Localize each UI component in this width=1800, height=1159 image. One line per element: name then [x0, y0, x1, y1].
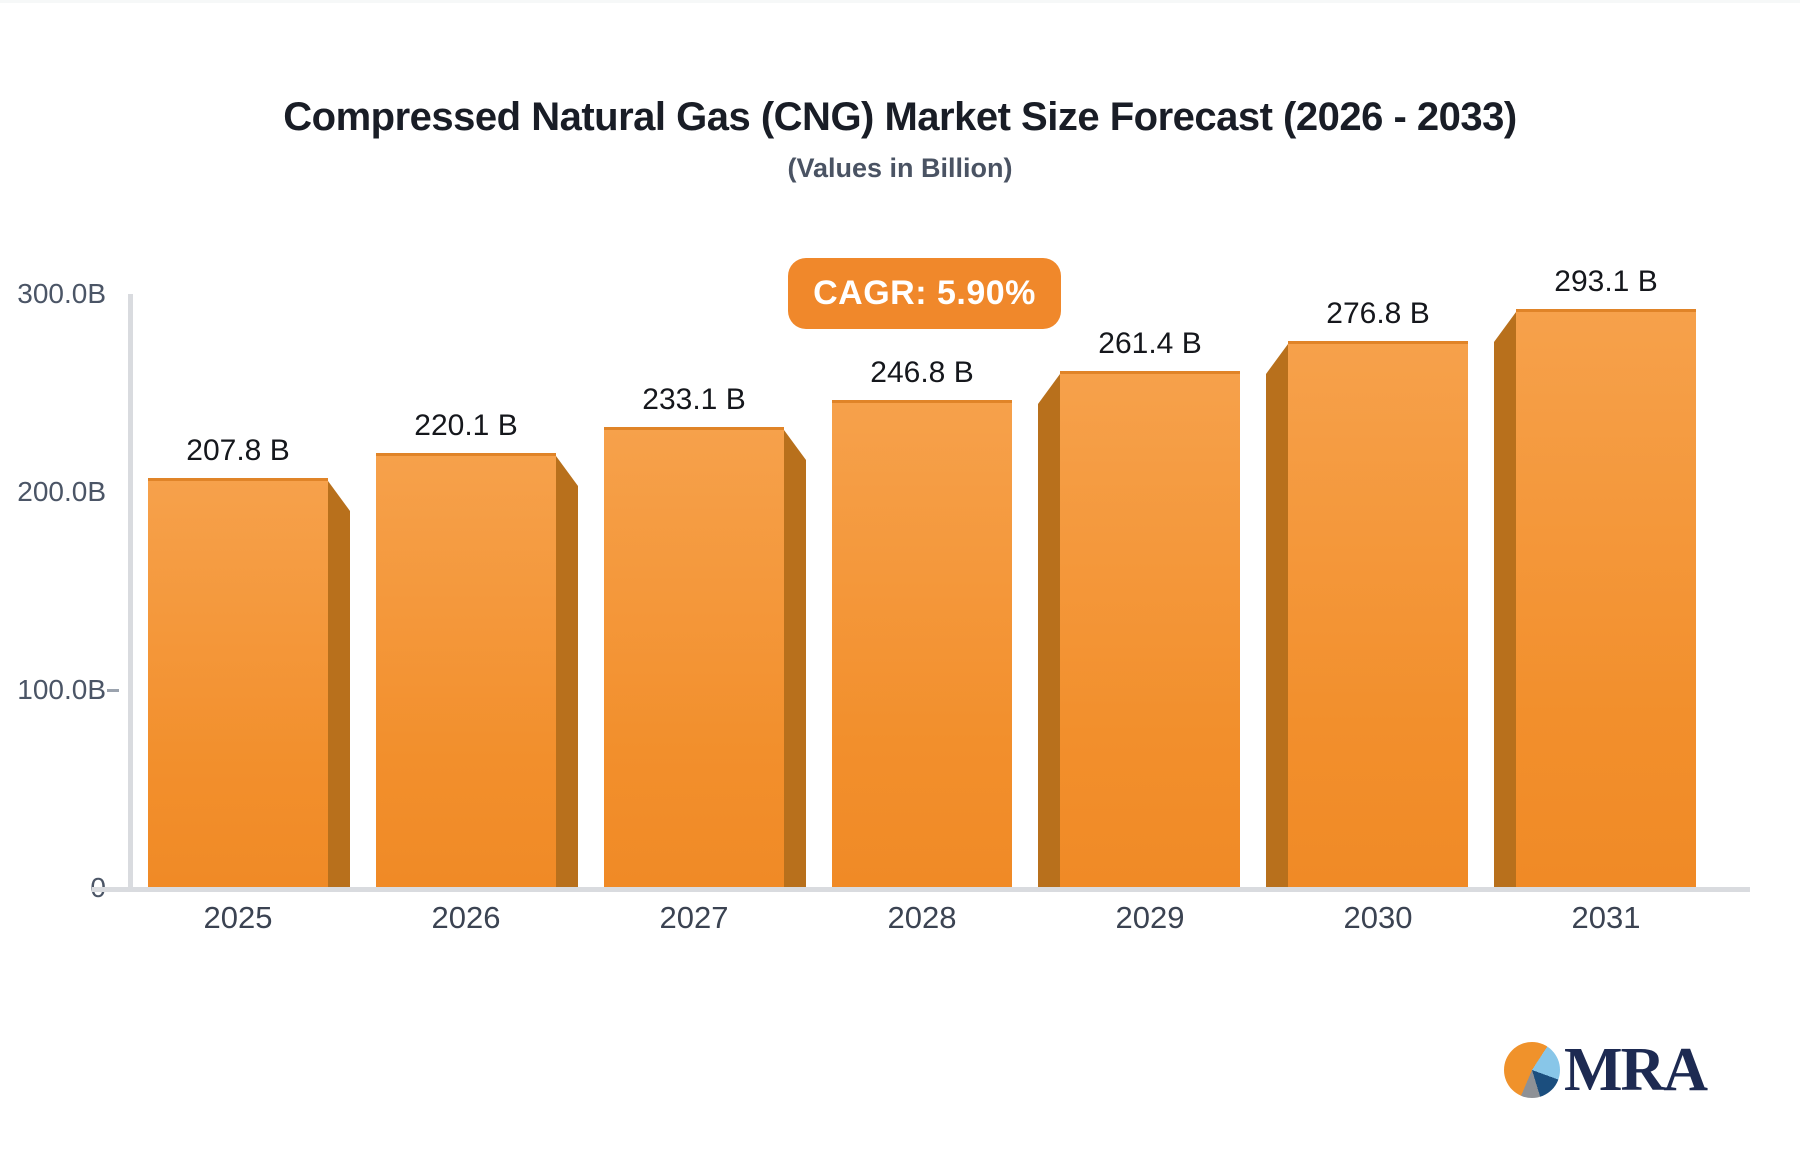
x-tick-label-2026: 2026: [431, 900, 501, 935]
mra-logo: MRA: [1504, 1036, 1708, 1104]
x-tick-label-2030: 2030: [1343, 900, 1413, 935]
cagr-badge: CAGR: 5.90%: [788, 258, 1061, 329]
bar-3d-side-face: [328, 481, 350, 889]
bar-2031: 293.1 B: [1494, 265, 1696, 889]
bar-2026: 220.1 B: [376, 409, 578, 889]
cagr-badge-label: CAGR: 5.90%: [813, 274, 1036, 312]
bar-2025: 207.8 B: [148, 434, 350, 889]
bar-2028: 246.8 B: [832, 356, 1012, 889]
y-tick-label: 0: [0, 872, 106, 904]
bar-3d-side-face: [1038, 374, 1060, 889]
x-tick-label-2029: 2029: [1115, 900, 1185, 935]
y-tick-dash: [107, 689, 119, 692]
bar-3d-side-face: [556, 456, 578, 889]
bar-value-label: 207.8 B: [186, 434, 290, 467]
chart-subtitle: (Values in Billion): [787, 153, 1013, 183]
x-tick-label-2025: 2025: [203, 900, 273, 935]
bar-3d-side-face: [784, 430, 806, 889]
y-tick-label: 100.0B: [17, 674, 106, 705]
x-axis-baseline: [92, 887, 1750, 892]
bar-value-label: 220.1 B: [414, 409, 518, 442]
bar-value-label: 261.4 B: [1098, 327, 1202, 360]
x-tick-label-2027: 2027: [659, 900, 729, 935]
bar-2030: 276.8 B: [1266, 297, 1468, 889]
bar-value-label: 233.1 B: [642, 383, 746, 416]
bar-value-label: 246.8 B: [870, 356, 974, 389]
y-tick-label: 300.0B: [17, 278, 106, 309]
bar-3d-side-face: [1494, 312, 1516, 889]
x-tick-label-2031: 2031: [1571, 900, 1641, 935]
chart-title: Compressed Natural Gas (CNG) Market Size…: [283, 95, 1517, 139]
bar-2029: 261.4 B: [1038, 327, 1240, 889]
bar-value-label: 276.8 B: [1326, 297, 1430, 330]
x-tick-label-2028: 2028: [887, 900, 957, 935]
bar-3d-side-face: [1266, 344, 1288, 889]
bar-2027: 233.1 B: [604, 383, 806, 889]
y-tick-label: 200.0B: [17, 476, 106, 507]
y-axis-line: [128, 294, 133, 889]
mra-logo-text: MRA: [1564, 1036, 1708, 1104]
bar-value-label: 293.1 B: [1554, 265, 1658, 298]
pie-chart-logo-icon: [1504, 1042, 1560, 1098]
